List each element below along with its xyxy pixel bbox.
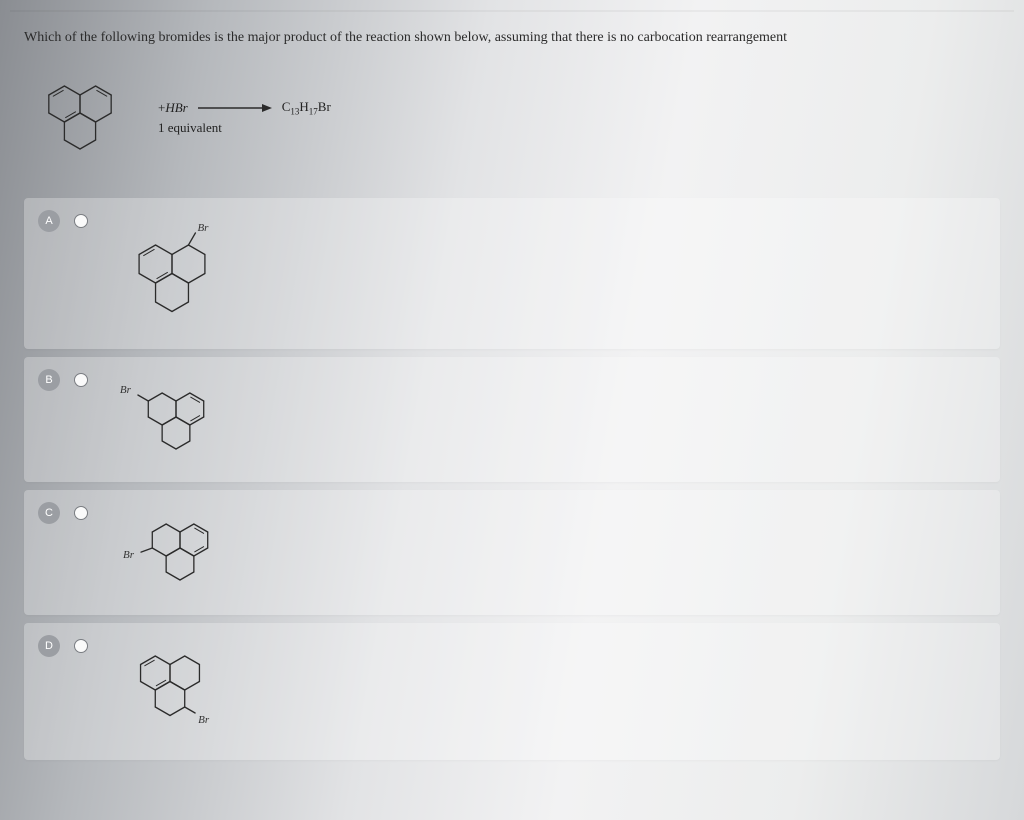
options-list: A Br B Br C Br D Br [24,198,1000,760]
option-letter-badge: A [38,210,60,232]
option-a[interactable]: A Br [24,198,1000,349]
option-a-structure: Br [110,208,260,337]
reagent-block: +HBr C13H17Br 1 equivalent [158,99,331,137]
radio-a[interactable] [74,214,88,228]
svg-text:Br: Br [120,384,132,396]
svg-text:Br: Br [198,714,210,726]
svg-text:Br: Br [197,221,209,233]
radio-c[interactable] [74,506,88,520]
option-d[interactable]: D Br [24,623,1000,760]
option-letter-badge: C [38,502,60,524]
question-text: Which of the following bromides is the m… [24,28,1000,48]
radio-b[interactable] [74,373,88,387]
question-page: Which of the following bromides is the m… [0,0,1024,820]
option-c[interactable]: C Br [24,490,1000,615]
reaction-arrow-icon [196,101,274,115]
reagent-line: +HBr C13H17Br [158,99,331,117]
option-b[interactable]: B Br [24,357,1000,482]
reaction-scheme: +HBr C13H17Br 1 equivalent [28,66,1000,170]
reagent-text: +HBr [158,100,188,116]
option-c-structure: Br [110,500,250,603]
radio-d[interactable] [74,639,88,653]
option-b-structure: Br [110,367,250,470]
starting-material-structure [28,66,146,170]
option-letter-badge: B [38,369,60,391]
svg-text:Br: Br [123,549,135,561]
option-letter-badge: D [38,635,60,657]
product-formula: C13H17Br [282,99,331,117]
equivalents-text: 1 equivalent [158,120,331,136]
option-d-structure: Br [110,633,250,748]
